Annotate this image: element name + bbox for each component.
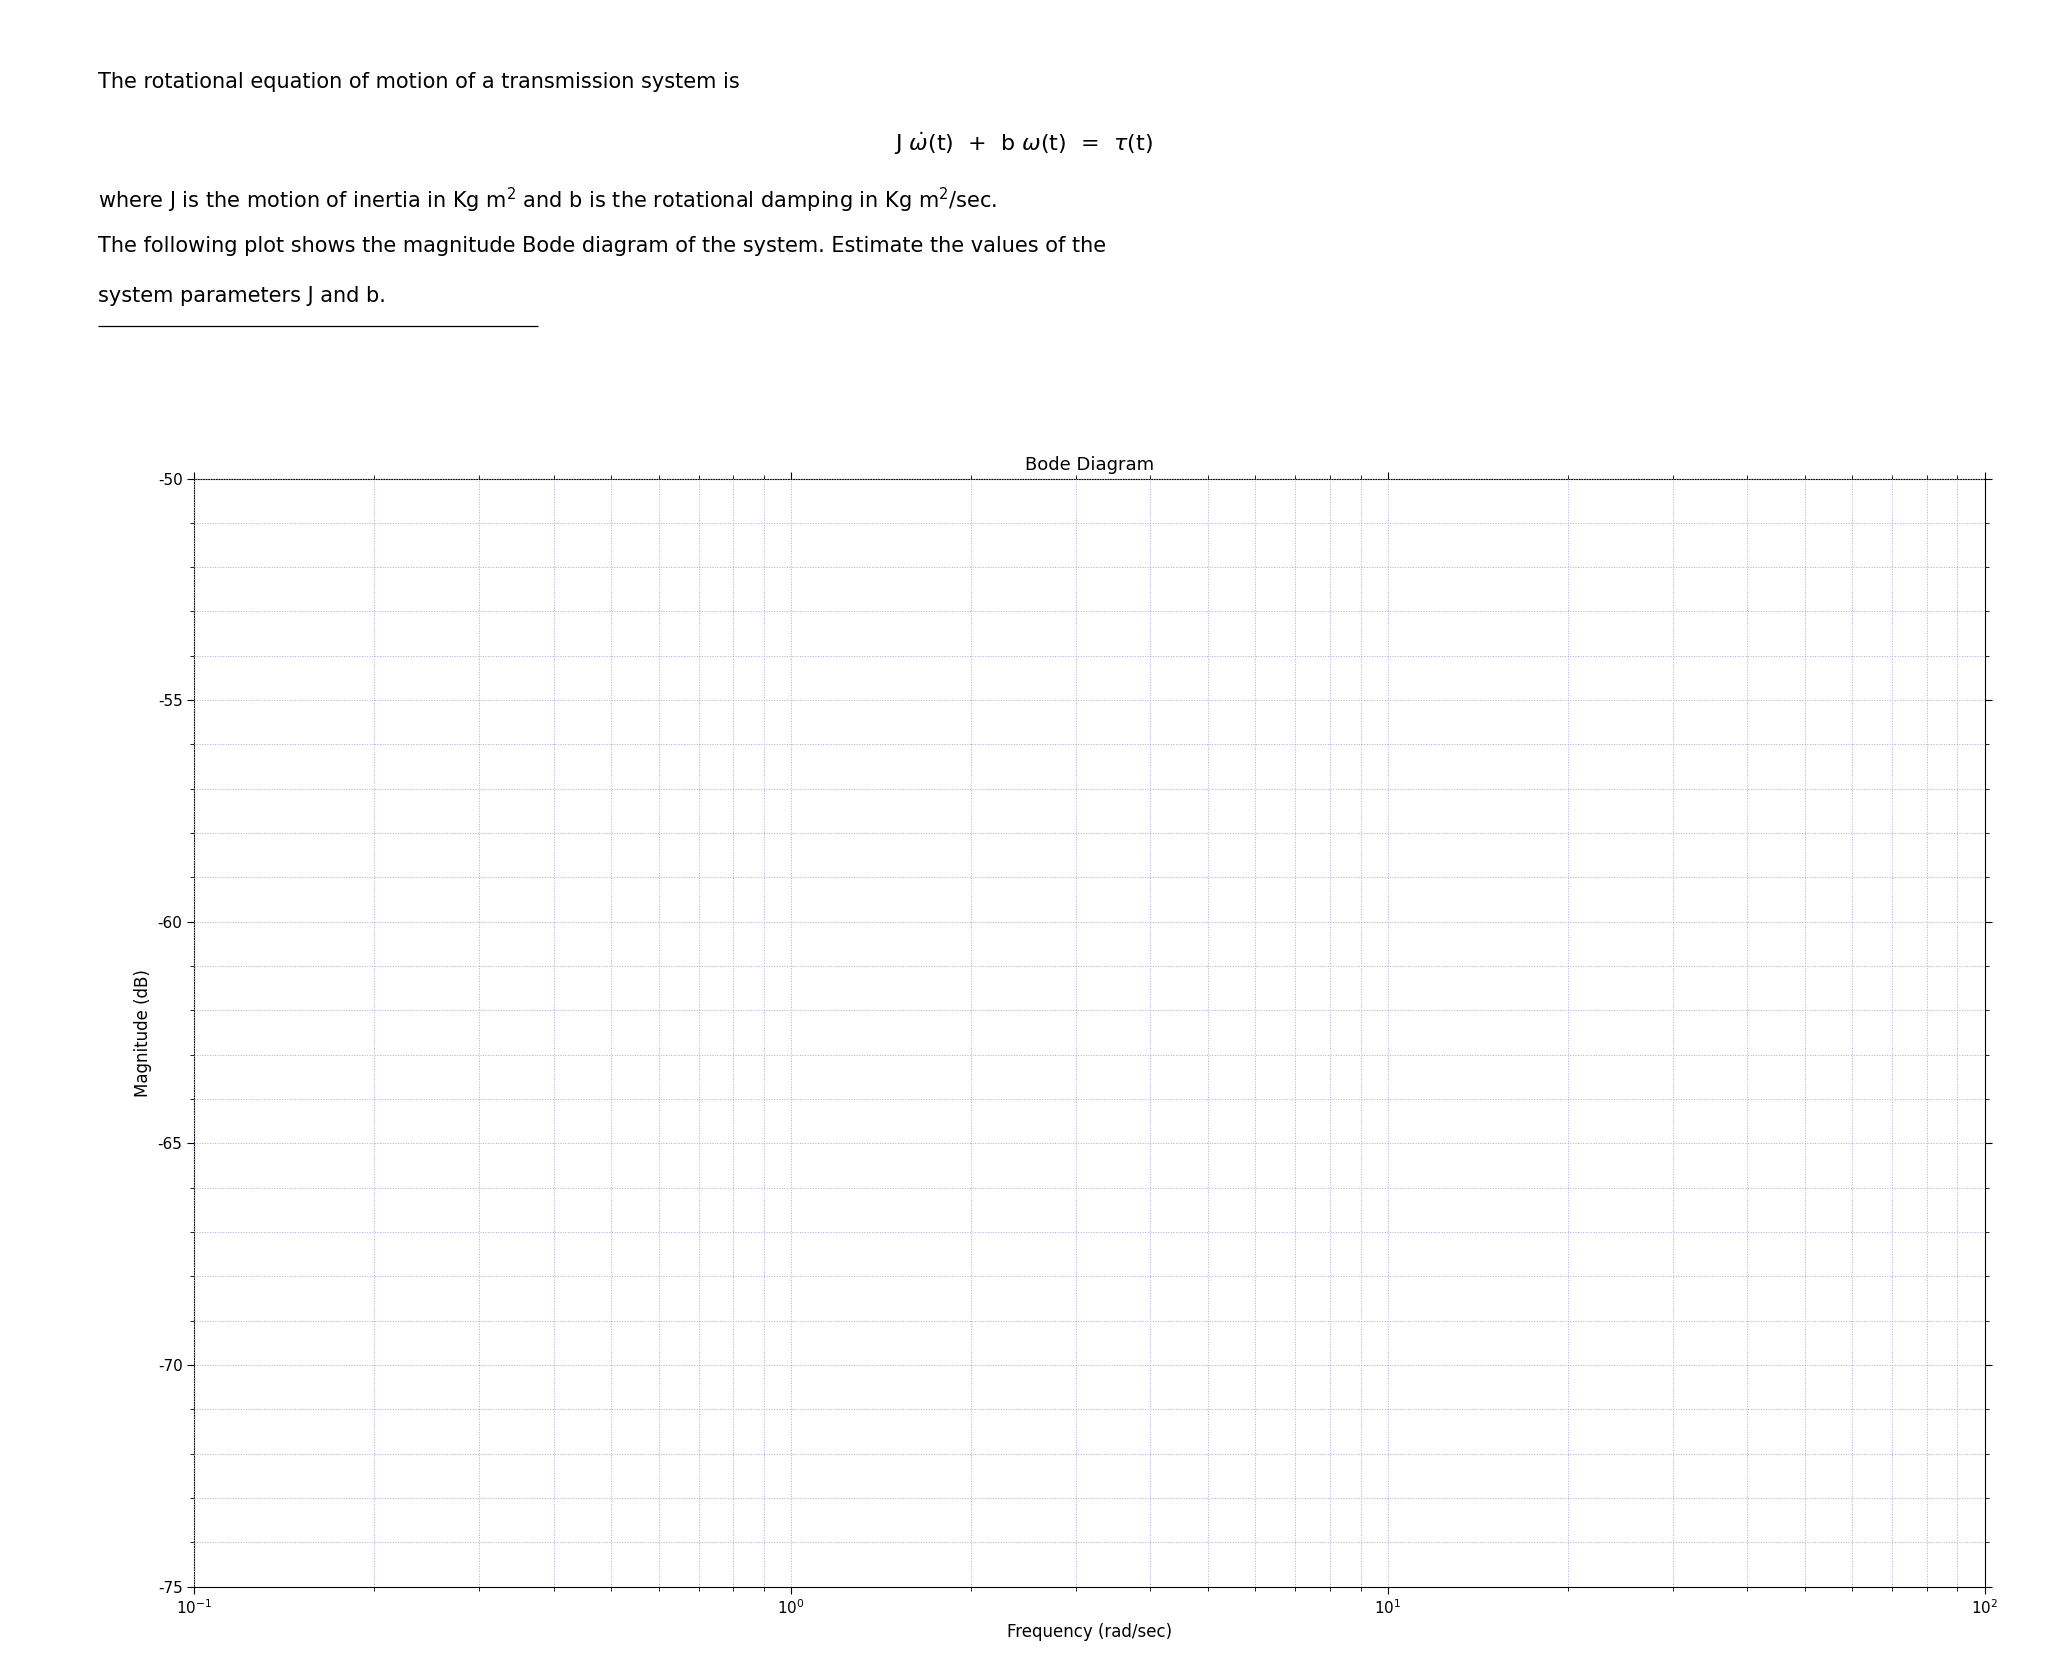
Title: Bode Diagram: Bode Diagram [1025,457,1154,473]
Text: The following plot shows the magnitude Bode diagram of the system. Estimate the : The following plot shows the magnitude B… [98,237,1107,255]
Text: system parameters J and b.: system parameters J and b. [98,285,387,306]
Text: J $\dot{\omega}$(t)  +  b $\omega$(t)  =  $\tau$(t): J $\dot{\omega}$(t) + b $\omega$(t) = $\… [894,129,1152,158]
X-axis label: Frequency (rad/sec): Frequency (rad/sec) [1007,1622,1172,1640]
Text: where J is the motion of inertia in Kg m$^2$ and b is the rotational damping in : where J is the motion of inertia in Kg m… [98,185,998,215]
Text: The rotational equation of motion of a transmission system is: The rotational equation of motion of a t… [98,72,741,92]
Y-axis label: Magnitude (dB): Magnitude (dB) [135,969,151,1096]
